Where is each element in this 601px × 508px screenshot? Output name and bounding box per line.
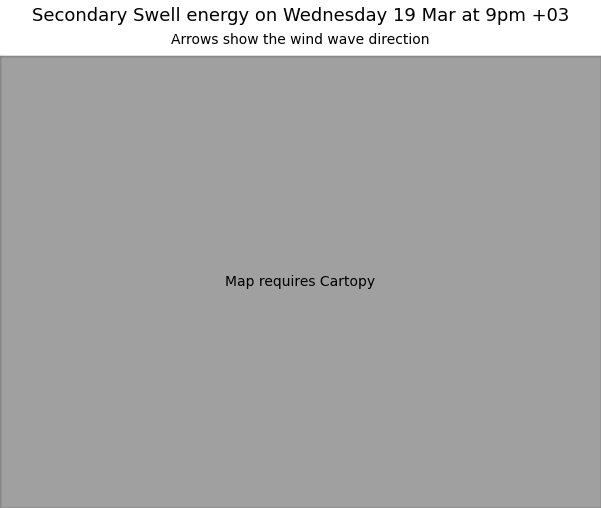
- Text: Secondary Swell energy on Wednesday 19 Mar at 9pm +03: Secondary Swell energy on Wednesday 19 M…: [32, 7, 569, 25]
- Text: Map requires Cartopy: Map requires Cartopy: [225, 275, 376, 289]
- Text: Arrows show the wind wave direction: Arrows show the wind wave direction: [171, 33, 430, 47]
